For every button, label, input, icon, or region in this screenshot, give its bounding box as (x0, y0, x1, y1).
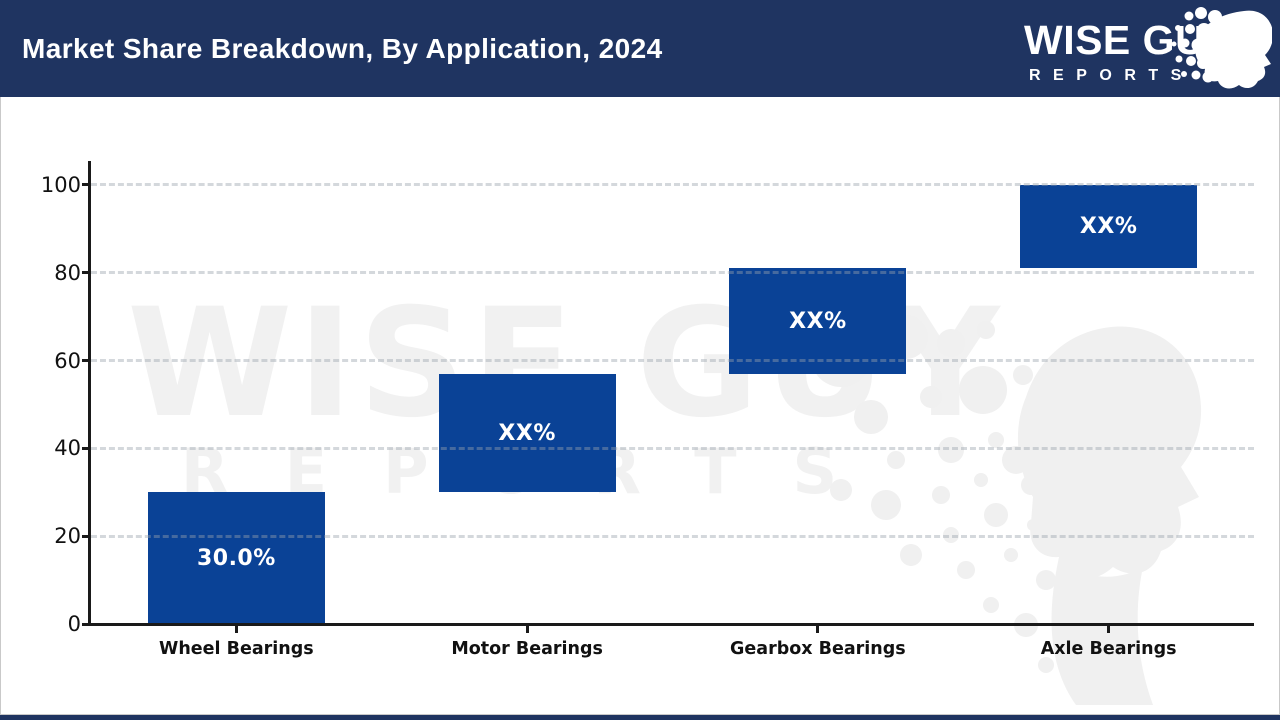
logo-face-icon (1171, 6, 1272, 88)
y-tick-label: 100 (40, 172, 81, 197)
gridline (91, 271, 1254, 275)
x-axis-line (84, 623, 1254, 626)
bar-wheel-bearings: 30.0% (147, 492, 325, 624)
y-tick-label: 0 (67, 612, 81, 636)
gridline (91, 534, 1254, 538)
y-tick-label: 40 (54, 436, 81, 461)
x-axis-category-label: Motor Bearings (451, 639, 603, 659)
y-tick-mark (82, 534, 91, 538)
x-tick-mark (234, 626, 238, 633)
footer-bar (0, 715, 1280, 720)
x-tick-mark (816, 626, 820, 633)
y-tick-mark (82, 271, 91, 275)
y-tick-mark (82, 183, 91, 187)
chart-title: Market Share Breakdown, By Application, … (22, 32, 663, 64)
x-axis-category-label: Wheel Bearings (159, 639, 314, 659)
y-tick-label: 20 (54, 524, 81, 549)
y-axis-line (88, 161, 91, 626)
bar-value-label: XX% (498, 420, 556, 446)
bar-axle-bearings: XX% (1020, 184, 1198, 269)
gridline (91, 359, 1254, 363)
bar-gearbox-bearings: XX% (729, 268, 907, 374)
bar-value-label: XX% (1079, 214, 1138, 240)
gridline (91, 446, 1254, 450)
y-tick-mark (82, 359, 91, 363)
header: Market Share Breakdown, By Application, … (0, 0, 1280, 97)
y-tick-mark (82, 446, 91, 450)
x-axis-category-label: Gearbox Bearings (730, 639, 906, 659)
chart-area: WISE GUY REPORTS 02040608010030.0%Wheel … (0, 97, 1280, 715)
wiseguy-logo: WISE GUY REPORTS (1024, 6, 1272, 88)
x-tick-mark (1107, 626, 1111, 633)
x-tick-mark (525, 626, 529, 633)
y-tick-label: 60 (54, 348, 81, 373)
bar-value-label: 30.0% (196, 545, 276, 571)
y-tick-label: 80 (54, 260, 81, 285)
gridline (91, 183, 1254, 187)
x-axis-category-label: Axle Bearings (1040, 639, 1177, 659)
logo-subtext: REPORTS (1029, 67, 1194, 84)
bar-value-label: XX% (789, 308, 847, 334)
bar-motor-bearings: XX% (438, 373, 616, 493)
plot-area: 0 20 40 60 80 100 30.0% Wheel Bearings XX% Motor … (41, 163, 1254, 659)
